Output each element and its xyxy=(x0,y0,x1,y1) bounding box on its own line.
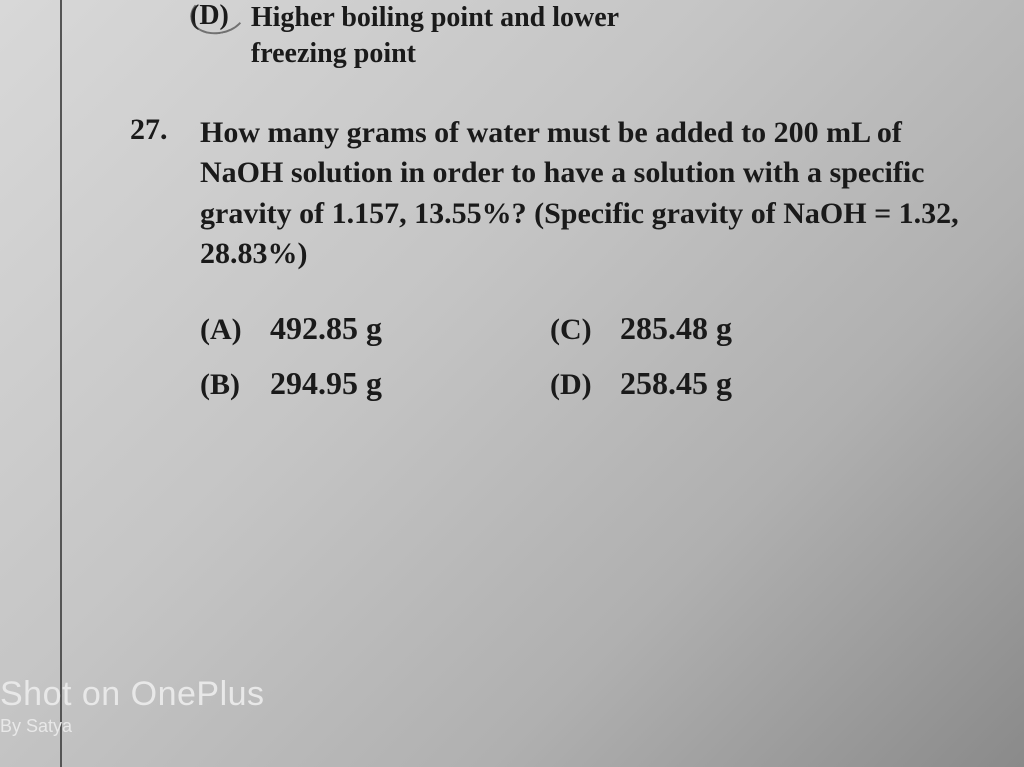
question-body: How many grams of water must be added to… xyxy=(200,113,964,402)
option-d-line1: Higher boiling point and lower xyxy=(251,2,619,33)
answer-value-c: 285.48 g xyxy=(620,310,732,347)
camera-watermark: Shot on OnePlus By Satya xyxy=(0,675,265,737)
watermark-device: Shot on OnePlus xyxy=(0,675,265,714)
previous-question-option-d: (D) Higher boiling point and lower freez… xyxy=(190,0,964,73)
question-number: 27. xyxy=(130,113,180,402)
answer-value-d: 258.45 g xyxy=(620,365,732,402)
answer-label-a: (A) xyxy=(200,313,246,347)
question-text: How many grams of water must be added to… xyxy=(200,113,964,275)
answer-label-b: (B) xyxy=(200,368,246,402)
page-content: (D) Higher boiling point and lower freez… xyxy=(50,0,1024,402)
watermark-author: By Satya xyxy=(0,716,265,737)
answer-value-a: 492.85 g xyxy=(270,310,382,347)
option-d-line2: freezing point xyxy=(251,38,416,69)
answer-options: (A) 492.85 g (C) 285.48 g (B) 294.95 g (… xyxy=(200,310,964,402)
answer-option-b: (B) 294.95 g xyxy=(200,365,520,402)
answer-label-d: (D) xyxy=(550,368,596,402)
answer-option-d: (D) 258.45 g xyxy=(550,365,870,402)
option-d-text: Higher boiling point and lower freezing … xyxy=(251,0,619,73)
answer-label-c: (C) xyxy=(550,313,596,347)
question-27: 27. How many grams of water must be adde… xyxy=(130,113,964,402)
answer-option-c: (C) 285.48 g xyxy=(550,310,870,347)
answer-value-b: 294.95 g xyxy=(270,365,382,402)
answer-option-a: (A) 492.85 g xyxy=(200,310,520,347)
